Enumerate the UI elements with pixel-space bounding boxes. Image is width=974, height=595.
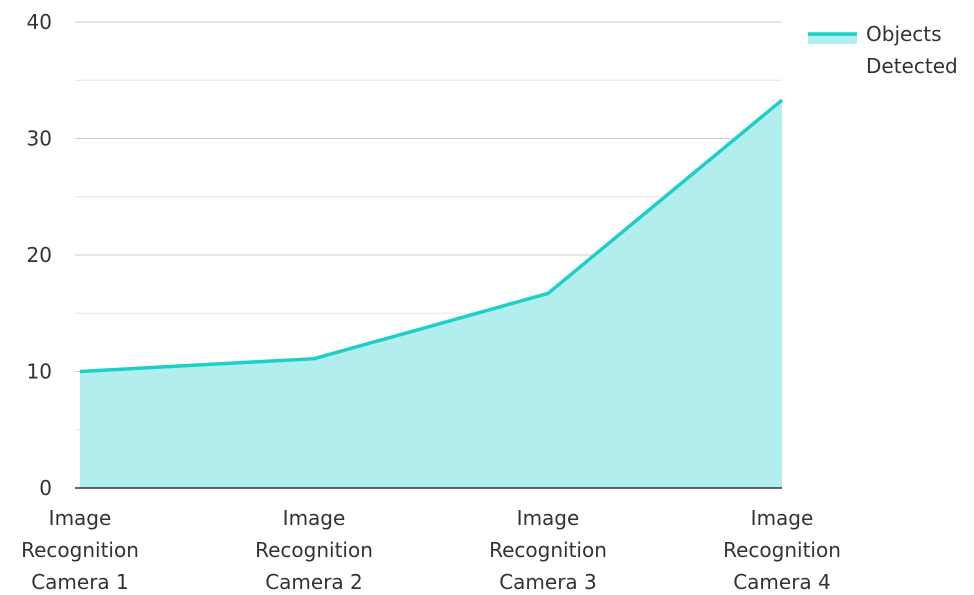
y-tick-label: 10 xyxy=(27,360,52,384)
x-tick-label: Image Recognition Camera 4 xyxy=(723,506,841,594)
y-axis-tick-labels: 0 10 20 30 40 xyxy=(27,10,52,500)
legend: Objects Detected xyxy=(808,22,958,78)
series-line-objects-detected xyxy=(79,98,784,374)
x-tick-label-line: Image xyxy=(49,506,112,530)
x-tick-label: Image Recognition Camera 1 xyxy=(21,506,139,594)
x-tick-label-line: Camera 2 xyxy=(265,570,363,594)
y-tick-label: 0 xyxy=(39,476,52,500)
legend-swatch-objects-detected xyxy=(808,33,857,44)
x-tick-label-line: Camera 3 xyxy=(499,570,597,594)
series-area-objects-detected xyxy=(80,100,782,489)
y-tick-label: 20 xyxy=(27,243,52,267)
x-tick-label: Image Recognition Camera 3 xyxy=(489,506,607,594)
x-tick-label-line: Camera 1 xyxy=(31,570,129,594)
x-tick-label-line: Recognition xyxy=(21,538,139,562)
legend-label-line-1: Objects xyxy=(866,22,942,46)
x-tick-label-line: Recognition xyxy=(255,538,373,562)
x-tick-label-line: Recognition xyxy=(723,538,841,562)
x-tick-label-line: Camera 4 xyxy=(733,570,831,594)
x-tick-label-line: Image xyxy=(751,506,814,530)
y-tick-label: 40 xyxy=(27,10,52,34)
x-tick-label-line: Image xyxy=(283,506,346,530)
legend-label-line-2: Detected xyxy=(866,54,958,78)
x-axis-tick-labels: Image Recognition Camera 1 Image Recognition… xyxy=(21,506,841,594)
y-tick-label: 30 xyxy=(27,127,52,151)
x-tick-label-line: Image xyxy=(517,506,580,530)
x-tick-label: Image Recognition Camera 2 xyxy=(255,506,373,594)
x-tick-label-line: Recognition xyxy=(489,538,607,562)
